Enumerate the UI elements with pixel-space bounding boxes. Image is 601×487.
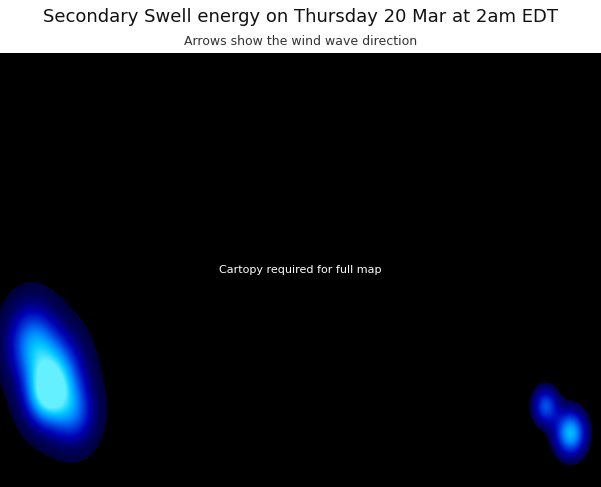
Text: Cartopy required for full map: Cartopy required for full map <box>219 265 382 275</box>
Text: Secondary Swell energy on Thursday 20 Mar at 2am EDT: Secondary Swell energy on Thursday 20 Ma… <box>43 8 558 26</box>
Text: Arrows show the wind wave direction: Arrows show the wind wave direction <box>184 35 417 48</box>
